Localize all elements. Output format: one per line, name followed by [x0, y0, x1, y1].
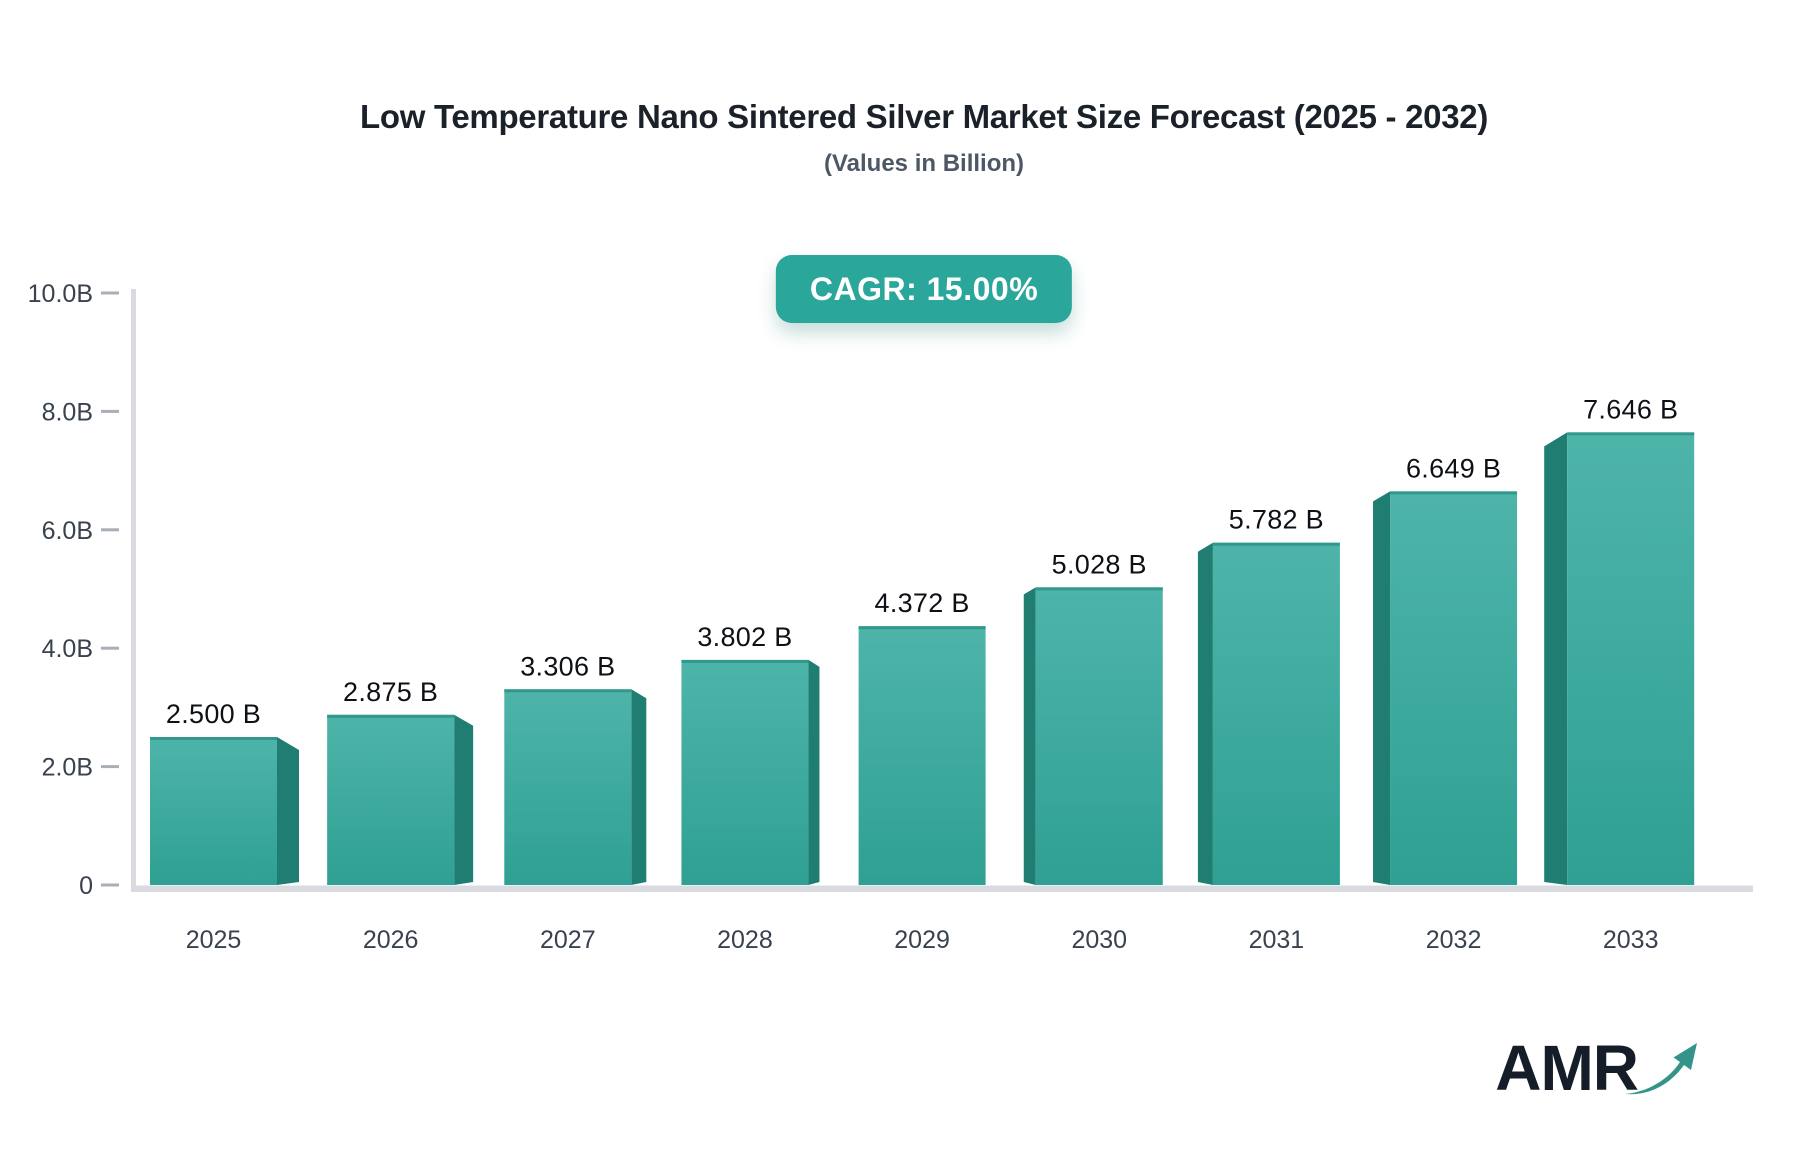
bar	[1035, 587, 1163, 885]
bar-3d-side	[1544, 432, 1568, 885]
bar-value-label: 2.500 B	[166, 699, 261, 729]
bar-top-edge	[681, 659, 809, 663]
amr-logo-text: AMR	[1495, 1032, 1639, 1104]
bar-group: 3.802 B 2028	[681, 622, 820, 954]
bar-3d-side	[631, 689, 647, 885]
bar-3d-side	[1023, 587, 1036, 885]
bar-group: 5.782 B 2031	[1197, 505, 1340, 954]
bar	[150, 737, 277, 885]
chart-title: Low Temperature Nano Sintered Silver Mar…	[359, 98, 1489, 135]
bar-top-edge	[1567, 432, 1695, 436]
bar-3d-side	[1197, 542, 1213, 885]
y-tick-mark	[101, 646, 119, 650]
bar-group: 4.372 B 2029	[858, 588, 986, 954]
bar-top-edge	[327, 714, 455, 718]
bar-top-edge	[504, 689, 632, 693]
y-tick-label: 10.0B	[28, 280, 93, 308]
y-tick-label: 4.0B	[42, 635, 93, 663]
bar	[1567, 432, 1695, 885]
y-tick-mark	[101, 409, 119, 413]
x-tick-label: 2032	[1426, 926, 1482, 954]
bar	[1212, 542, 1340, 885]
bar-3d-side	[454, 714, 474, 885]
bar-value-label: 3.802 B	[697, 622, 792, 652]
bar-value-label: 7.646 B	[1583, 394, 1678, 424]
bar-3d-side	[1373, 491, 1391, 885]
x-tick-label: 2030	[1071, 926, 1127, 954]
bar-group: 6.649 B 2032	[1373, 453, 1518, 954]
bar-top-edge	[1212, 542, 1340, 546]
x-axis-line	[131, 885, 1753, 892]
bar-group: 7.646 B 2033	[1544, 394, 1695, 954]
x-tick-label: 2025	[186, 926, 242, 954]
x-tick-label: 2033	[1603, 926, 1659, 954]
bar-top-edge	[1390, 491, 1518, 495]
bar-group: 2.875 B 2026	[327, 677, 474, 954]
cagr-badge: CAGR: 15.00%	[775, 255, 1073, 323]
x-tick-label: 2029	[894, 926, 950, 954]
bar-group: 5.028 B 2030	[1023, 549, 1163, 954]
y-tick-label: 8.0B	[42, 398, 93, 426]
bar-value-label: 5.782 B	[1229, 505, 1324, 535]
bar	[327, 714, 455, 885]
bar-value-label: 2.875 B	[343, 677, 438, 707]
bar	[504, 689, 632, 885]
y-tick-mark	[101, 291, 119, 295]
y-tick-mark	[101, 528, 119, 532]
bar-value-label: 5.028 B	[1052, 549, 1147, 579]
bar	[858, 626, 986, 885]
cagr-badge-label: CAGR: 15.00%	[809, 270, 1039, 307]
x-tick-label: 2031	[1249, 926, 1305, 954]
y-tick-mark	[101, 883, 119, 887]
bar-group: 2.500 B 2025	[150, 699, 299, 954]
x-tick-label: 2027	[540, 926, 596, 954]
y-tick-mark	[101, 765, 119, 769]
chart-subtitle: (Values in Billion)	[823, 150, 1025, 177]
y-tick-label: 6.0B	[42, 517, 93, 545]
y-tick-label: 0	[79, 872, 93, 900]
x-tick-label: 2028	[717, 926, 773, 954]
bar-top-edge	[858, 626, 986, 630]
bar-value-label: 6.649 B	[1406, 453, 1501, 483]
bar-3d-side	[277, 737, 299, 885]
amr-logo: AMR	[1495, 1036, 1700, 1100]
bar-top-edge	[1035, 587, 1163, 591]
bar	[1390, 491, 1518, 885]
x-tick-label: 2026	[363, 926, 419, 954]
y-tick-label: 2.0B	[42, 754, 93, 782]
bar-group: 3.306 B 2027	[504, 651, 647, 954]
bar-value-label: 3.306 B	[520, 651, 615, 681]
y-axis-line	[131, 289, 136, 886]
bar	[681, 659, 809, 885]
amr-logo-arrow-icon	[1625, 1043, 1697, 1095]
bar-3d-side	[808, 659, 820, 885]
bar-top-edge	[150, 737, 277, 740]
bar-value-label: 4.372 B	[875, 588, 970, 618]
